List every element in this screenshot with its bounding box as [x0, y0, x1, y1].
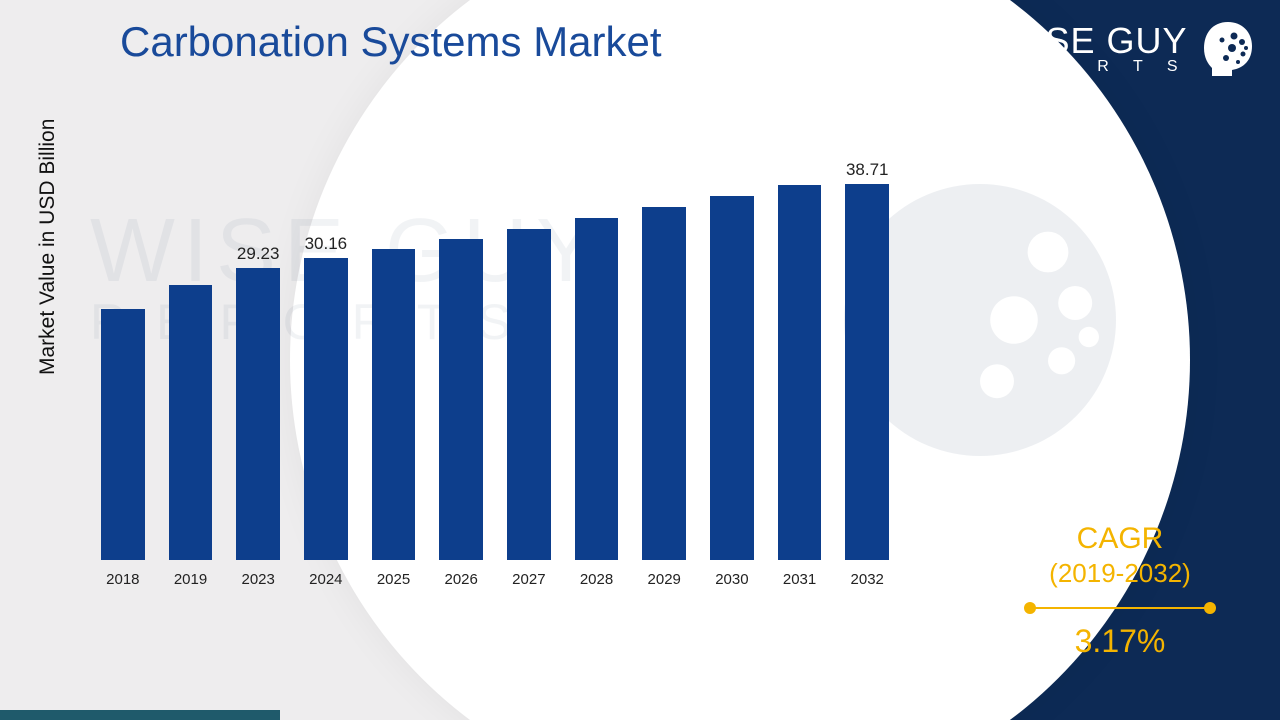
cagr-period: (2019-2032) [990, 558, 1250, 589]
bar [575, 218, 619, 560]
bar-value-label: 30.16 [305, 234, 348, 254]
bar-2018: 2018 [101, 160, 145, 560]
bar [507, 229, 551, 560]
cagr-divider [1030, 607, 1210, 609]
plot-area: 2018 2019 29.232023 30.162024 2025 2026 2027 20… [95, 160, 895, 560]
bar [236, 268, 280, 560]
brand-logo: WISE GUY R E P O R T S [954, 18, 1258, 78]
bar [778, 185, 822, 560]
cagr-label: CAGR [990, 522, 1250, 556]
bar [642, 207, 686, 560]
bar-2023: 29.232023 [236, 160, 280, 560]
bar [169, 285, 213, 560]
bar-2029: 2029 [642, 160, 686, 560]
chart-title: Carbonation Systems Market [120, 18, 662, 66]
x-tick: 2024 [309, 571, 342, 588]
x-tick: 2030 [715, 571, 748, 588]
x-tick: 2019 [174, 571, 207, 588]
x-tick: 2031 [783, 571, 816, 588]
x-tick: 2028 [580, 571, 613, 588]
bar [710, 196, 754, 560]
bar-2027: 2027 [507, 160, 551, 560]
bar-value-label: 29.23 [237, 244, 280, 264]
x-tick: 2025 [377, 571, 410, 588]
bar [101, 309, 145, 560]
logo-line2: R E P O R T S [954, 58, 1187, 76]
bar-value-label: 38.71 [846, 160, 889, 180]
cagr-value: 3.17% [990, 623, 1250, 660]
bar [439, 239, 483, 560]
bar-2030: 2030 [710, 160, 754, 560]
bar [372, 249, 416, 560]
bar-2025: 2025 [372, 160, 416, 560]
bar-chart: Market Value in USD Billion 2018201929.2… [60, 160, 890, 590]
bar-2032: 38.712032 [845, 160, 889, 560]
x-tick: 2029 [648, 571, 681, 588]
x-tick: 2027 [512, 571, 545, 588]
x-tick: 2032 [851, 571, 884, 588]
x-tick: 2023 [241, 571, 274, 588]
bar-2031: 2031 [778, 160, 822, 560]
x-tick: 2018 [106, 571, 139, 588]
bar-2026: 2026 [439, 160, 483, 560]
y-axis-label: Market Value in USD Billion [36, 119, 60, 375]
bar [845, 184, 889, 560]
x-tick: 2026 [445, 571, 478, 588]
footer-accent-bar [0, 710, 280, 720]
logo-line1: WISE GUY [954, 20, 1187, 62]
logo-head-icon [1198, 18, 1258, 78]
bar-2019: 2019 [169, 160, 213, 560]
bar-2028: 2028 [575, 160, 619, 560]
bar-2024: 30.162024 [304, 160, 348, 560]
cagr-block: CAGR (2019-2032) 3.17% [990, 522, 1250, 660]
bar [304, 258, 348, 560]
